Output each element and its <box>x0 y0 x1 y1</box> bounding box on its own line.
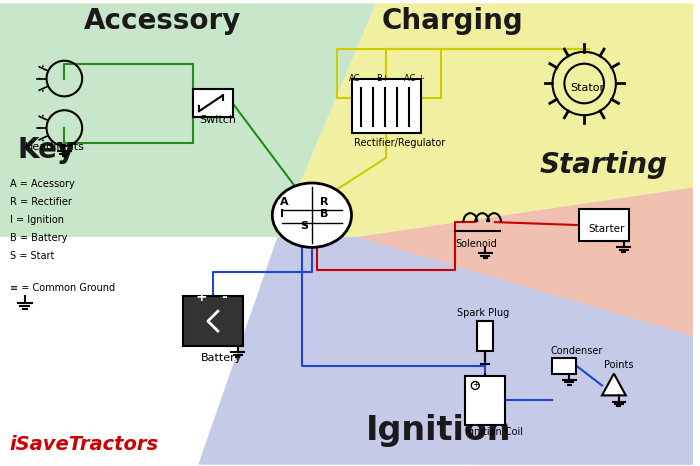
FancyBboxPatch shape <box>579 209 629 241</box>
Text: B: B <box>320 209 328 219</box>
FancyBboxPatch shape <box>466 376 505 425</box>
Text: Rectifier/Regulator: Rectifier/Regulator <box>354 138 446 148</box>
Polygon shape <box>277 3 693 237</box>
Text: Ignition: Ignition <box>366 414 512 447</box>
Text: S: S <box>300 221 308 231</box>
Text: R = Rectifier: R = Rectifier <box>10 197 72 207</box>
Ellipse shape <box>272 183 351 247</box>
FancyBboxPatch shape <box>552 358 576 374</box>
Text: Stator: Stator <box>570 83 604 93</box>
Polygon shape <box>0 237 277 465</box>
Text: Switch: Switch <box>199 115 236 125</box>
Text: Solenoid: Solenoid <box>456 239 497 249</box>
Polygon shape <box>356 187 693 336</box>
Polygon shape <box>0 3 377 237</box>
Text: Battery: Battery <box>201 353 242 363</box>
Text: I = Ignition: I = Ignition <box>10 215 64 225</box>
Text: A = Acessory: A = Acessory <box>10 179 75 190</box>
Text: Starting: Starting <box>540 151 668 178</box>
Text: Key: Key <box>18 136 76 164</box>
Polygon shape <box>602 374 626 395</box>
Text: B = Battery: B = Battery <box>10 233 67 243</box>
Text: Points: Points <box>604 360 634 370</box>
Text: Charging: Charging <box>382 7 523 35</box>
Text: B+: B+ <box>377 74 389 82</box>
Text: S = Start: S = Start <box>10 251 55 261</box>
Text: AC: AC <box>349 74 360 82</box>
Text: +: + <box>195 290 206 304</box>
Text: Starter: Starter <box>588 224 624 234</box>
FancyBboxPatch shape <box>477 321 493 351</box>
Text: -: - <box>220 290 227 304</box>
Text: Ignition Coil: Ignition Coil <box>466 427 524 437</box>
FancyBboxPatch shape <box>351 79 421 133</box>
Text: Headlights: Headlights <box>25 142 85 152</box>
Text: I: I <box>280 209 284 219</box>
Polygon shape <box>356 237 693 465</box>
Text: R: R <box>320 197 328 207</box>
Text: ≡ = Common Ground: ≡ = Common Ground <box>10 283 115 294</box>
Polygon shape <box>0 237 693 465</box>
Text: Condenser: Condenser <box>550 346 603 356</box>
Circle shape <box>471 382 480 390</box>
FancyBboxPatch shape <box>183 296 243 346</box>
Text: Accessory: Accessory <box>84 7 241 35</box>
Text: iSaveTractors: iSaveTractors <box>10 435 159 454</box>
Text: +: + <box>473 380 480 390</box>
FancyBboxPatch shape <box>193 89 232 117</box>
Text: A: A <box>280 197 289 207</box>
Text: AC +: AC + <box>404 74 425 82</box>
Text: Spark Plug: Spark Plug <box>457 308 510 318</box>
